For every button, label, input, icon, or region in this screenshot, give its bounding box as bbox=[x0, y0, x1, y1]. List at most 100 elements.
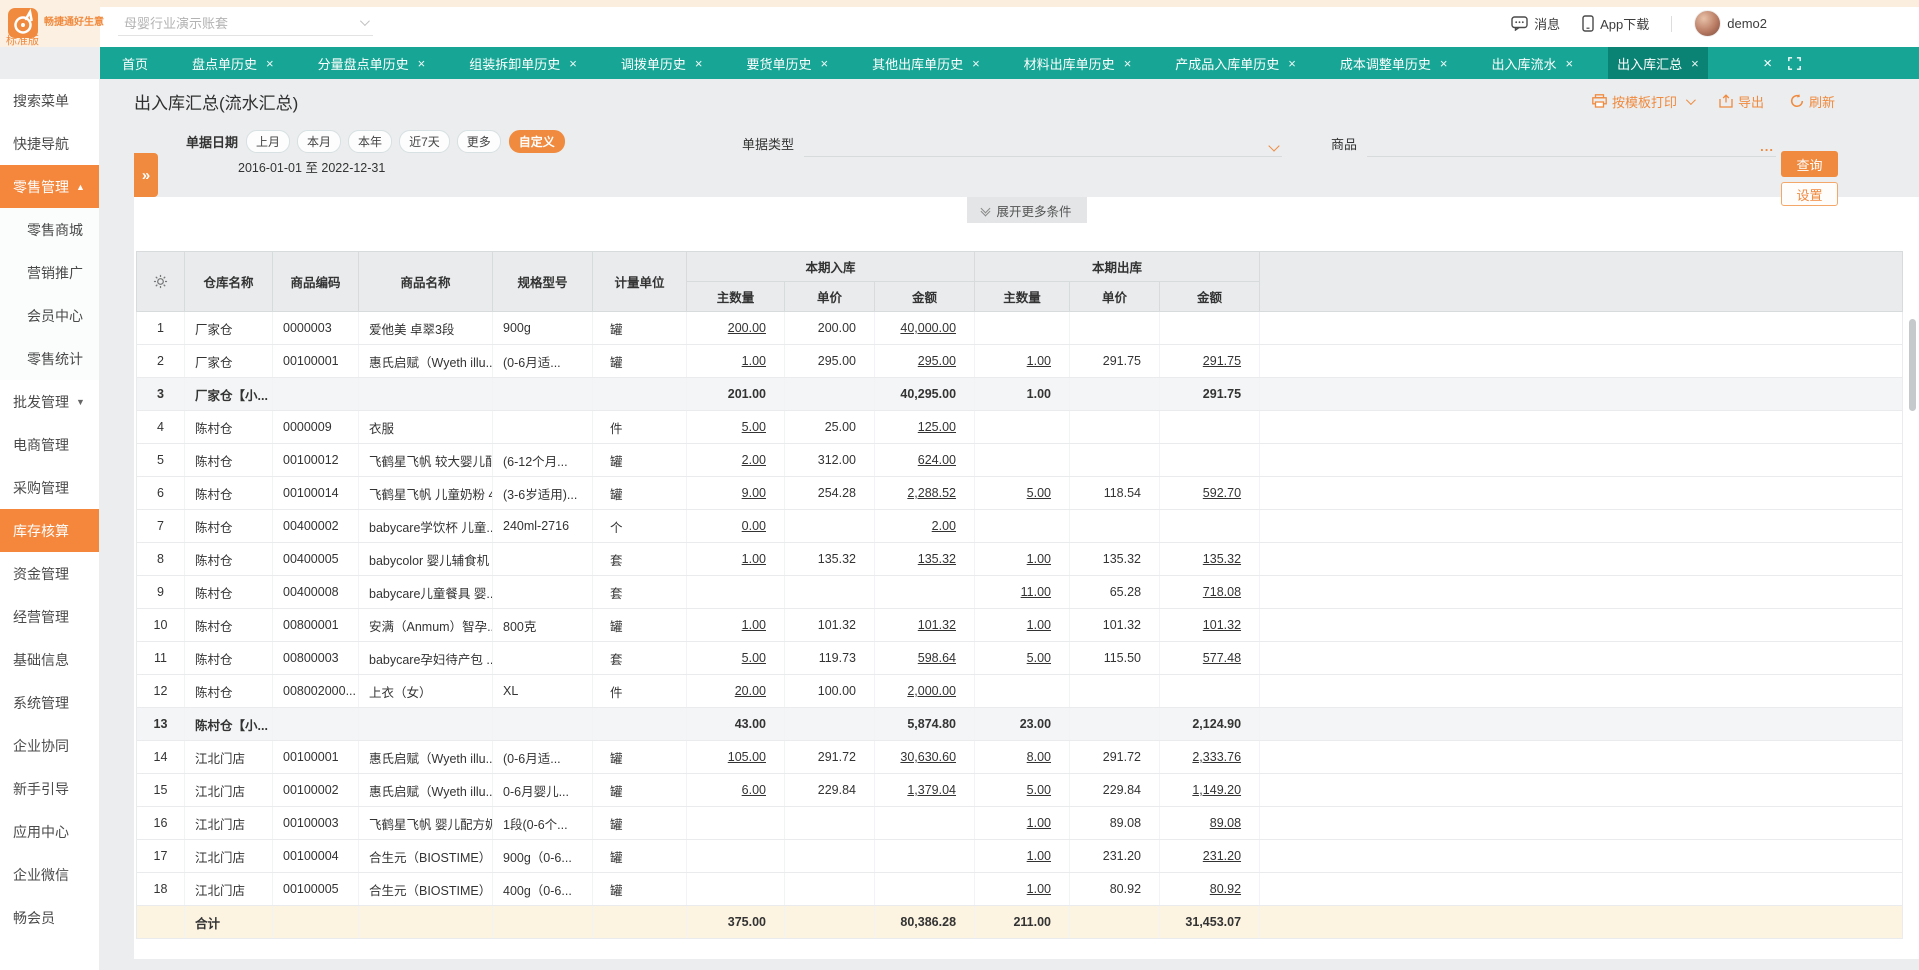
cell-in-qty[interactable]: 0.00 bbox=[686, 509, 785, 543]
product-input[interactable]: ... bbox=[1367, 133, 1776, 157]
tab-inventory-check-history[interactable]: 盘点单历史 × bbox=[183, 47, 283, 79]
app-download-button[interactable]: App下载 bbox=[1582, 14, 1649, 33]
date-preset-4[interactable]: 更多 bbox=[456, 130, 501, 153]
sidebar-item-quick-nav[interactable]: 快捷导航 bbox=[0, 122, 99, 165]
cell-in-qty[interactable]: 1.00 bbox=[686, 344, 785, 378]
sidebar-item-enterprise-collab[interactable]: 企业协同 bbox=[0, 724, 99, 767]
cell-out-amt[interactable]: 135.32 bbox=[1159, 542, 1261, 576]
cell-out-qty[interactable]: 5.00 bbox=[974, 476, 1071, 510]
cell-in-amt[interactable]: 135.32 bbox=[874, 542, 976, 576]
ellipsis-picker-icon[interactable]: ... bbox=[1760, 139, 1774, 154]
sidebar-item-search-menu[interactable]: 搜索菜单 bbox=[0, 79, 99, 122]
tab-close-icon[interactable]: × bbox=[266, 55, 274, 71]
cell-in-amt[interactable]: 2.00 bbox=[874, 509, 976, 543]
cell-out-qty[interactable]: 1.00 bbox=[974, 542, 1071, 576]
sidebar-item-retail-mgmt[interactable]: 零售管理 ▲ bbox=[0, 165, 99, 208]
tab-close-icon[interactable]: × bbox=[1691, 55, 1699, 71]
tab-close-icon[interactable]: × bbox=[820, 55, 829, 71]
sidebar-item-basic-info[interactable]: 基础信息 bbox=[0, 638, 99, 681]
cell-out-amt[interactable]: 2,333.76 bbox=[1159, 740, 1261, 774]
cell-in-amt[interactable]: 2,000.00 bbox=[874, 674, 976, 708]
cell-in-qty[interactable]: 20.00 bbox=[686, 674, 785, 708]
cell-out-amt[interactable]: 101.32 bbox=[1159, 608, 1261, 642]
cell-in-amt[interactable]: 101.32 bbox=[874, 608, 976, 642]
print-by-template-button[interactable]: 按模板打印 bbox=[1592, 92, 1696, 111]
cell-out-amt[interactable]: 80.92 bbox=[1159, 872, 1261, 906]
doc-type-select[interactable] bbox=[804, 133, 1282, 157]
cell-in-amt[interactable]: 624.00 bbox=[874, 443, 976, 477]
cell-in-qty[interactable]: 5.00 bbox=[686, 641, 785, 675]
cell-out-qty[interactable]: 5.00 bbox=[974, 641, 1071, 675]
cell-in-amt[interactable]: 30,630.60 bbox=[874, 740, 976, 774]
sidebar-item-marketing[interactable]: 营销推广 bbox=[0, 251, 99, 294]
tab-cost-adjust-history[interactable]: 成本调整单历史 × bbox=[1331, 47, 1457, 79]
account-select[interactable]: 母婴行业演示账套 bbox=[118, 10, 373, 36]
custom-date-button[interactable]: 自定义 bbox=[508, 130, 565, 153]
tab-assembly-history[interactable]: 组装拆卸单历史 × bbox=[460, 47, 586, 79]
cell-out-amt[interactable]: 89.08 bbox=[1159, 806, 1261, 840]
date-preset-2[interactable]: 本年 bbox=[348, 130, 393, 153]
tab-weighed-check-history[interactable]: 分量盘点单历史 × bbox=[309, 47, 435, 79]
expand-more-conditions[interactable]: 展开更多条件 bbox=[966, 197, 1087, 223]
cell-in-amt[interactable]: 295.00 bbox=[874, 344, 976, 378]
cell-out-amt[interactable]: 1,149.20 bbox=[1159, 773, 1261, 807]
tab-close-icon[interactable]: × bbox=[1565, 55, 1574, 71]
collapse-panel-button[interactable]: » bbox=[134, 153, 158, 197]
user-menu[interactable]: demo2 bbox=[1694, 10, 1767, 37]
cell-out-qty[interactable]: 1.00 bbox=[974, 806, 1071, 840]
sidebar-item-enterprise-wechat[interactable]: 企业微信 bbox=[0, 853, 99, 896]
cell-out-qty[interactable]: 8.00 bbox=[974, 740, 1071, 774]
cell-in-qty[interactable]: 105.00 bbox=[686, 740, 785, 774]
tab-transfer-history[interactable]: 调拨单历史 × bbox=[612, 47, 712, 79]
cell-out-qty[interactable]: 1.00 bbox=[974, 872, 1071, 906]
cell-out-amt[interactable]: 291.75 bbox=[1159, 344, 1261, 378]
cell-in-amt[interactable]: 1,379.04 bbox=[874, 773, 976, 807]
tab-requisition-history[interactable]: 要货单历史 × bbox=[737, 47, 837, 79]
sidebar-item-system-mgmt[interactable]: 系统管理 bbox=[0, 681, 99, 724]
cell-in-qty[interactable]: 1.00 bbox=[686, 542, 785, 576]
tab-home[interactable]: 首页 bbox=[113, 47, 157, 79]
column-settings-header[interactable] bbox=[136, 251, 185, 312]
tab-close-icon[interactable]: × bbox=[417, 55, 426, 71]
cell-in-amt[interactable]: 40,000.00 bbox=[874, 311, 976, 345]
cell-out-qty[interactable]: 11.00 bbox=[974, 575, 1071, 609]
cell-out-qty[interactable]: 1.00 bbox=[974, 839, 1071, 873]
messages-button[interactable]: 消息 bbox=[1511, 14, 1560, 33]
tab-close-icon[interactable]: × bbox=[1439, 55, 1448, 71]
sidebar-item-inventory-accounting[interactable]: 库存核算 bbox=[0, 509, 99, 552]
sidebar-item-wholesale-mgmt[interactable]: 批发管理 ▼ bbox=[0, 380, 99, 423]
sidebar-item-newbie-guide[interactable]: 新手引导 bbox=[0, 767, 99, 810]
cell-in-amt[interactable]: 2,288.52 bbox=[874, 476, 976, 510]
cell-in-amt[interactable]: 125.00 bbox=[874, 410, 976, 444]
tab-close-icon[interactable]: × bbox=[1123, 55, 1132, 71]
sidebar-item-app-center[interactable]: 应用中心 bbox=[0, 810, 99, 853]
sidebar-item-member-center[interactable]: 会员中心 bbox=[0, 294, 99, 337]
cell-out-qty[interactable]: 5.00 bbox=[974, 773, 1071, 807]
sidebar-item-ecommerce-mgmt[interactable]: 电商管理 bbox=[0, 423, 99, 466]
refresh-button[interactable]: 刷新 bbox=[1790, 92, 1835, 111]
search-button[interactable]: 查询 bbox=[1781, 151, 1838, 177]
tab-inout-flow[interactable]: 出入库流水 × bbox=[1483, 47, 1583, 79]
cell-in-qty[interactable]: 5.00 bbox=[686, 410, 785, 444]
fullscreen-icon[interactable] bbox=[1788, 56, 1801, 70]
tab-close-icon[interactable]: × bbox=[569, 55, 577, 71]
settings-button[interactable]: 设置 bbox=[1781, 182, 1838, 206]
export-button[interactable]: 导出 bbox=[1719, 92, 1764, 111]
tab-close-icon[interactable]: × bbox=[972, 55, 980, 71]
cell-out-amt[interactable]: 231.20 bbox=[1159, 839, 1261, 873]
tab-close-icon[interactable]: × bbox=[1288, 55, 1296, 71]
tab-material-outbound-history[interactable]: 材料出库单历史 × bbox=[1015, 47, 1141, 79]
cell-out-amt[interactable]: 592.70 bbox=[1159, 476, 1261, 510]
cell-in-qty[interactable]: 9.00 bbox=[686, 476, 785, 510]
sidebar-item-purchase-mgmt[interactable]: 采购管理 bbox=[0, 466, 99, 509]
sidebar-item-finance-mgmt[interactable]: 资金管理 bbox=[0, 552, 99, 595]
close-all-tabs-icon[interactable]: × bbox=[1763, 54, 1772, 72]
cell-out-qty[interactable]: 1.00 bbox=[974, 608, 1071, 642]
sidebar-item-retail-stats[interactable]: 零售统计 bbox=[0, 337, 99, 380]
cell-in-qty[interactable]: 6.00 bbox=[686, 773, 785, 807]
date-preset-1[interactable]: 本月 bbox=[297, 130, 342, 153]
sidebar-item-chang-member[interactable]: 畅会员 bbox=[0, 896, 99, 939]
cell-out-amt[interactable]: 718.08 bbox=[1159, 575, 1261, 609]
tab-other-outbound-history[interactable]: 其他出库单历史 × bbox=[863, 47, 989, 79]
cell-in-amt[interactable]: 598.64 bbox=[874, 641, 976, 675]
